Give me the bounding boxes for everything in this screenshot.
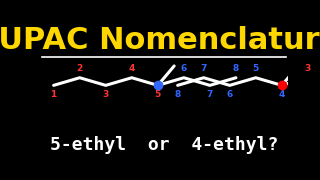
Text: 7: 7: [207, 90, 213, 99]
Text: 2: 2: [76, 64, 83, 73]
Text: 8: 8: [233, 64, 239, 73]
Text: 1: 1: [51, 90, 57, 99]
Text: 7: 7: [201, 64, 207, 73]
Text: 3: 3: [103, 90, 109, 99]
Text: 4: 4: [129, 64, 135, 73]
Text: 5-ethyl  or  4-ethyl?: 5-ethyl or 4-ethyl?: [50, 136, 278, 154]
Text: 5: 5: [252, 64, 259, 73]
Text: 6: 6: [181, 64, 187, 73]
Text: 5: 5: [155, 90, 161, 99]
Text: 6: 6: [227, 90, 233, 99]
Text: 4: 4: [279, 90, 285, 99]
Text: IUPAC Nomenclature: IUPAC Nomenclature: [0, 26, 320, 55]
Text: 3: 3: [305, 64, 311, 73]
Text: 8: 8: [174, 90, 181, 99]
